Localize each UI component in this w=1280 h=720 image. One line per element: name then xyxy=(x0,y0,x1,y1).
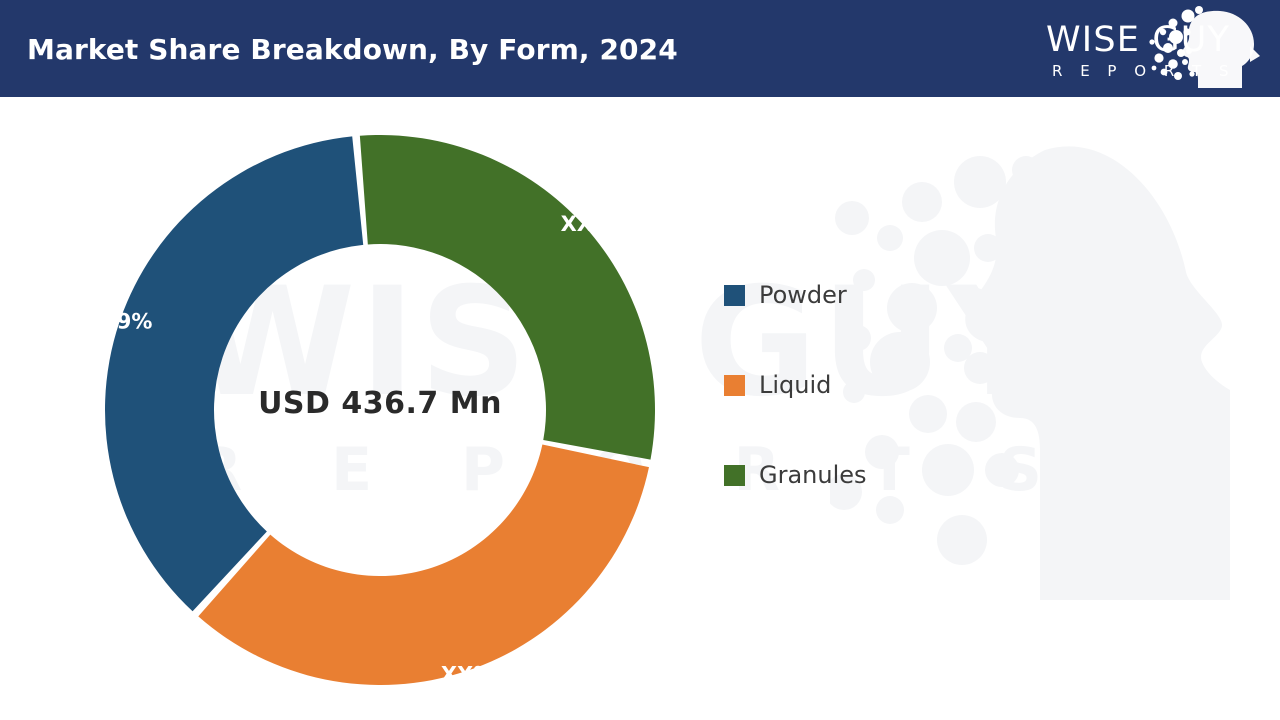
legend-label-granules: Granules xyxy=(759,461,867,489)
page-title: Market Share Breakdown, By Form, 2024 xyxy=(27,33,678,66)
donut-chart: XX% XX% 36.9% xyxy=(100,130,660,690)
header-bar: Market Share Breakdown, By Form, 2024 xyxy=(0,0,1280,97)
legend-swatch-liquid xyxy=(724,374,745,396)
donut-slice-powder[interactable] xyxy=(104,136,364,612)
logo-subwordmark: R E P O R T S xyxy=(1052,62,1235,80)
donut-slice-labels: XX% XX% 36.9% xyxy=(100,212,614,686)
legend-swatch-powder xyxy=(724,284,745,306)
slice-label-powder: 36.9% xyxy=(100,309,152,333)
legend-item-powder[interactable]: Powder xyxy=(724,250,984,340)
slice-label-granules: XX% xyxy=(561,212,614,236)
legend-item-granules[interactable]: Granules xyxy=(724,430,984,520)
logo-wordmark: WISE GUY xyxy=(1046,20,1230,60)
donut-center-value: USD 436.7 Mn xyxy=(258,386,502,421)
wise-guy-reports-logo: WISE GUY R E P O R T S xyxy=(1042,6,1272,92)
slice-label-liquid: XX% xyxy=(441,662,494,686)
legend-label-powder: Powder xyxy=(759,281,847,309)
legend-swatch-granules xyxy=(724,464,745,486)
legend-item-liquid[interactable]: Liquid xyxy=(724,340,984,430)
chart-legend: Powder Liquid Granules xyxy=(724,250,984,520)
donut-slices xyxy=(104,135,655,685)
donut-slice-liquid[interactable] xyxy=(198,444,649,685)
donut-slice-granules[interactable] xyxy=(359,135,655,460)
legend-label-liquid: Liquid xyxy=(759,371,832,399)
